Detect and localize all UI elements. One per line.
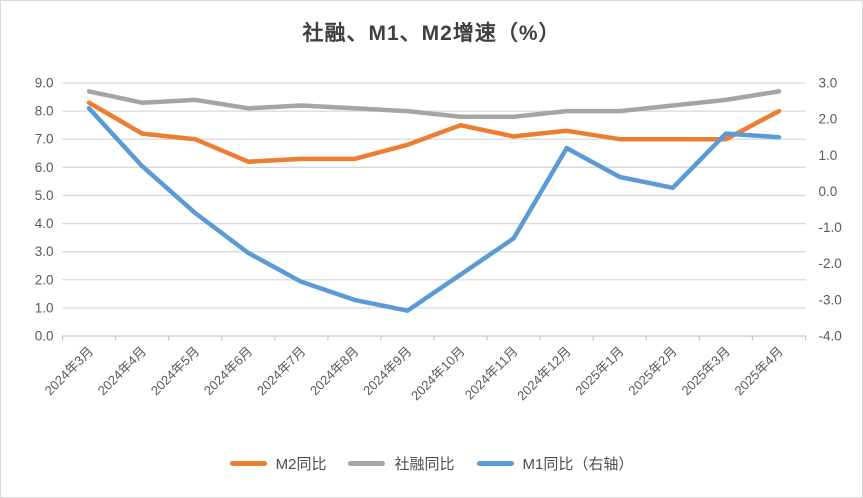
left-axis-tick-label: 5.0 [35, 188, 54, 203]
x-axis-category-label: 2024年5月 [148, 344, 203, 399]
chart-title: 社融、M1、M2增速（%） [302, 22, 561, 45]
x-axis-category-label: 2025年4月 [732, 344, 787, 399]
left-axis-tick-label: 0.0 [35, 329, 54, 344]
legend-item-shero[interactable]: 社融同比 [348, 453, 455, 474]
legend-item-m1[interactable]: M1同比（右轴） [476, 453, 634, 474]
right-axis-tick-label: 3.0 [819, 76, 838, 91]
x-axis-category-label: 2025年2月 [625, 344, 680, 399]
left-axis-tick-label: 1.0 [35, 300, 54, 315]
line-series-0 [86, 100, 782, 164]
x-axis-category-label: 2025年1月 [572, 344, 627, 399]
legend-swatch-m2 [229, 461, 267, 466]
x-axis-category-label: 2024年4月 [95, 344, 150, 399]
left-axis-tick-label: 7.0 [35, 132, 54, 147]
line-series-1 [86, 89, 782, 119]
legend-label-m1: M1同比（右轴） [522, 456, 634, 473]
legend-item-m2[interactable]: M2同比 [229, 453, 327, 474]
right-axis-tick-label: 2.0 [819, 112, 838, 127]
x-axis-category-label: 2024年9月 [360, 344, 415, 399]
plot-area: 0.0 1.0 2.0 3.0 4.0 5.0 6.0 7.0 8.0 9.0 -4.0 -3.0 -2… [35, 76, 842, 404]
legend-label-shero: 社融同比 [394, 456, 455, 473]
left-axis-tick-label: 2.0 [35, 272, 54, 287]
right-axis-tick-label: -4.0 [819, 329, 842, 344]
legend-label-m2: M2同比 [275, 456, 327, 473]
right-axis-tick-label: -1.0 [819, 220, 842, 235]
x-axis-category-label: 2024年3月 [42, 344, 97, 399]
x-axis-category-label: 2024年8月 [307, 344, 362, 399]
legend-swatch-shero [348, 461, 386, 466]
right-axis-tick-label: 0.0 [819, 184, 838, 199]
right-axis-tick-label: -2.0 [819, 256, 842, 271]
x-axis-category-label: 2024年10月 [408, 344, 468, 404]
left-axis-tick-label: 3.0 [35, 244, 54, 259]
legend-swatch-m1 [476, 461, 514, 466]
left-axis-tick-label: 6.0 [35, 160, 54, 175]
x-axis-category-label: 2024年11月 [462, 344, 521, 403]
x-axis-category-label: 2025年3月 [678, 344, 733, 399]
x-axis-category-label: 2024年12月 [514, 344, 574, 404]
right-axis-tick-label: -3.0 [819, 292, 842, 307]
legend: M2同比 社融同比 M1同比（右轴） [1, 453, 862, 474]
right-axis-tick-label: 1.0 [819, 148, 838, 163]
left-axis-tick-label: 4.0 [35, 216, 54, 231]
left-axis-tick-label: 8.0 [35, 104, 54, 119]
left-axis-tick-label: 9.0 [35, 76, 54, 91]
x-axis-category-label: 2024年6月 [201, 344, 256, 399]
x-axis-category-label: 2024年7月 [254, 344, 309, 399]
line-series-2 [86, 106, 782, 313]
